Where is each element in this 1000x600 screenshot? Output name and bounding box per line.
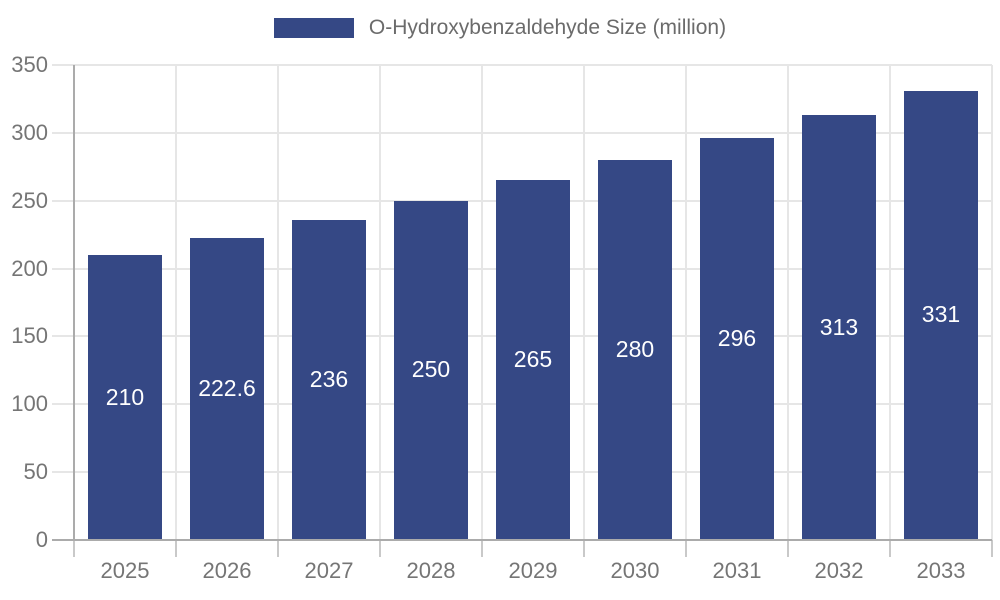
x-tick-label: 2025 bbox=[100, 558, 150, 583]
bar-2030 bbox=[598, 160, 672, 540]
y-tick-label: 200 bbox=[11, 255, 48, 281]
x-gridline bbox=[175, 65, 177, 540]
y-axis-line bbox=[73, 65, 75, 540]
x-tick-label: 2027 bbox=[304, 558, 354, 583]
y-tick-label: 0 bbox=[35, 527, 48, 552]
x-gridline bbox=[583, 65, 585, 540]
y-tick-label: 150 bbox=[11, 323, 48, 349]
bar-2029 bbox=[496, 180, 570, 540]
y-gridline bbox=[52, 64, 992, 66]
bar-value-label: 210 bbox=[105, 383, 145, 410]
y-tick-label: 350 bbox=[11, 52, 48, 77]
chart-legend: O-Hydroxybenzaldehyde Size (million) bbox=[0, 16, 1000, 40]
x-gridline bbox=[991, 65, 993, 540]
bar-value-label: 296 bbox=[717, 325, 757, 352]
bar-value-label: 280 bbox=[615, 336, 655, 362]
x-tick-label: 2030 bbox=[610, 558, 660, 583]
x-gridline bbox=[685, 65, 687, 540]
y-gridline bbox=[52, 131, 992, 134]
x-tick-label: 2033 bbox=[916, 558, 966, 583]
y-tick-label: 300 bbox=[11, 119, 48, 145]
bar-2027 bbox=[292, 219, 366, 540]
x-tick-label: 2026 bbox=[202, 558, 252, 583]
x-tick-mark bbox=[277, 540, 279, 557]
x-tick-mark bbox=[481, 540, 483, 557]
x-tick-mark bbox=[583, 540, 585, 557]
x-gridline bbox=[889, 65, 891, 540]
x-tick-label: 2032 bbox=[814, 558, 864, 583]
x-gridline bbox=[277, 65, 279, 540]
legend-swatch-icon bbox=[273, 18, 354, 38]
bar-2031 bbox=[700, 138, 774, 540]
x-gridline bbox=[787, 65, 789, 540]
bar-value-label: 236 bbox=[309, 365, 349, 392]
legend-item[interactable]: O-Hydroxybenzaldehyde Size (million) bbox=[273, 16, 727, 40]
x-tick-mark bbox=[175, 540, 177, 557]
y-tick-label: 50 bbox=[23, 459, 48, 485]
x-axis-line bbox=[52, 539, 992, 541]
bar-value-label: 331 bbox=[921, 301, 961, 328]
x-gridline bbox=[379, 65, 381, 540]
x-tick-mark bbox=[787, 540, 789, 557]
x-tick-mark bbox=[73, 540, 75, 557]
x-tick-label: 2029 bbox=[508, 558, 558, 583]
bar-value-label: 222.6 bbox=[198, 374, 256, 401]
y-tick-label: 100 bbox=[11, 391, 48, 417]
bar-2033 bbox=[904, 90, 978, 540]
y-tick-label: 250 bbox=[11, 187, 48, 213]
x-tick-label: 2031 bbox=[712, 558, 762, 583]
bar-value-label: 250 bbox=[411, 356, 451, 383]
bar-2026 bbox=[190, 237, 264, 540]
x-tick-mark bbox=[889, 540, 891, 557]
bar-2028 bbox=[394, 200, 468, 540]
bar-value-label: 313 bbox=[819, 313, 859, 340]
bar-2025 bbox=[88, 255, 162, 540]
x-tick-label: 2028 bbox=[406, 558, 456, 583]
bar-value-label: 265 bbox=[513, 346, 553, 373]
x-tick-mark bbox=[991, 540, 993, 557]
x-tick-mark bbox=[685, 540, 687, 557]
bar-2032 bbox=[802, 115, 876, 540]
x-gridline bbox=[481, 65, 483, 540]
x-tick-mark bbox=[379, 540, 381, 557]
legend-label: O-Hydroxybenzaldehyde Size (million) bbox=[368, 16, 727, 39]
